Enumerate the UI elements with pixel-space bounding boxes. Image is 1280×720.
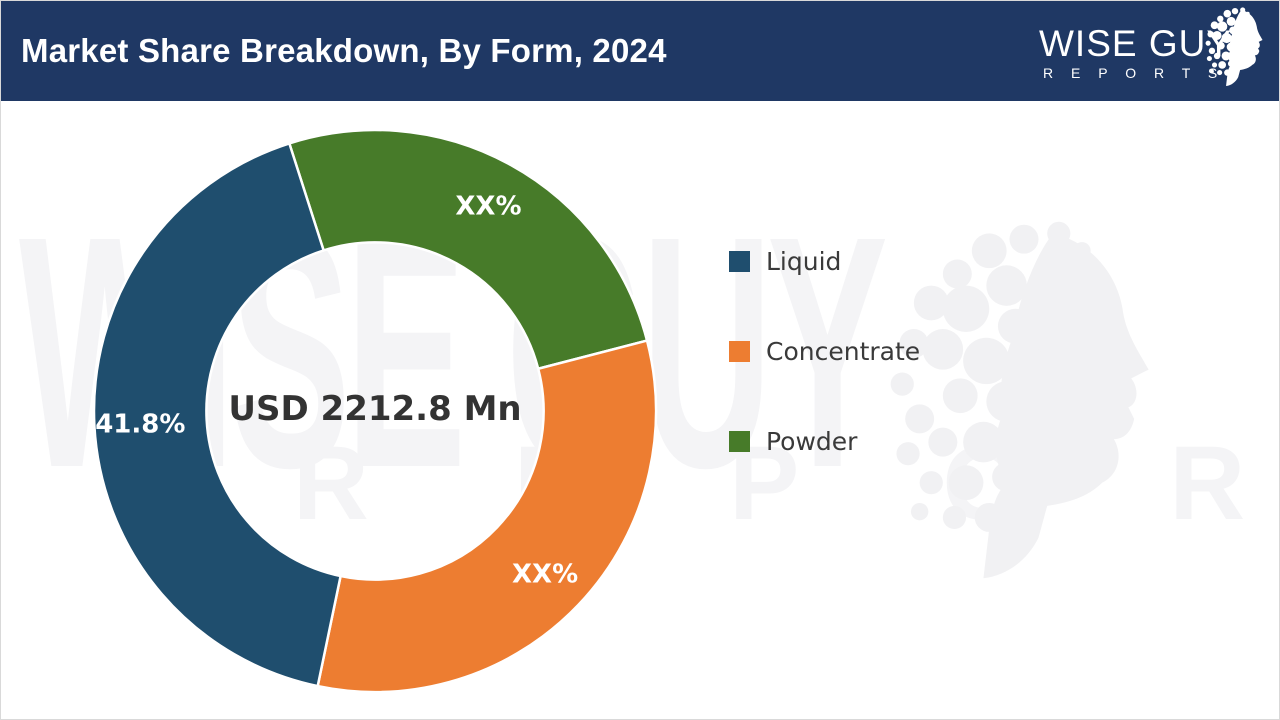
legend-item-powder: Powder [729, 428, 920, 454]
brand-reports-text: R E P O R T S [1043, 65, 1225, 81]
donut-segment-concentrate [316, 339, 658, 694]
segment-label-concentrate: XX% [512, 560, 578, 590]
legend-swatch-liquid [729, 250, 750, 272]
legend: Liquid Concentrate Powder [729, 248, 920, 518]
donut-segment-powder [288, 128, 649, 371]
brand-head-icon [1205, 7, 1263, 87]
donut-chart: XX% XX% 41.8% [92, 128, 658, 694]
header: Market Share Breakdown, By Form, 2024 WI… [1, 1, 1279, 101]
legend-item-liquid: Liquid [729, 248, 920, 274]
legend-swatch-concentrate [729, 340, 750, 362]
donut-segment-liquid [92, 142, 342, 688]
brand-name-text: WISE GUY [1039, 23, 1233, 64]
segment-label-powder: XX% [455, 192, 521, 222]
page-title: Market Share Breakdown, By Form, 2024 [21, 32, 667, 69]
legend-item-concentrate: Concentrate [729, 338, 920, 364]
chart-center-value: USD 2212.8 Mn [228, 389, 522, 429]
segment-label-liquid: 41.8% [95, 410, 185, 440]
legend-label-concentrate: Concentrate [766, 336, 921, 366]
legend-swatch-powder [729, 430, 750, 452]
legend-label-liquid: Liquid [766, 246, 842, 276]
legend-label-powder: Powder [766, 426, 858, 456]
watermark-head-icon [890, 221, 1149, 579]
brand-logo: WISE GUY R E P O R T S [1017, 1, 1267, 101]
